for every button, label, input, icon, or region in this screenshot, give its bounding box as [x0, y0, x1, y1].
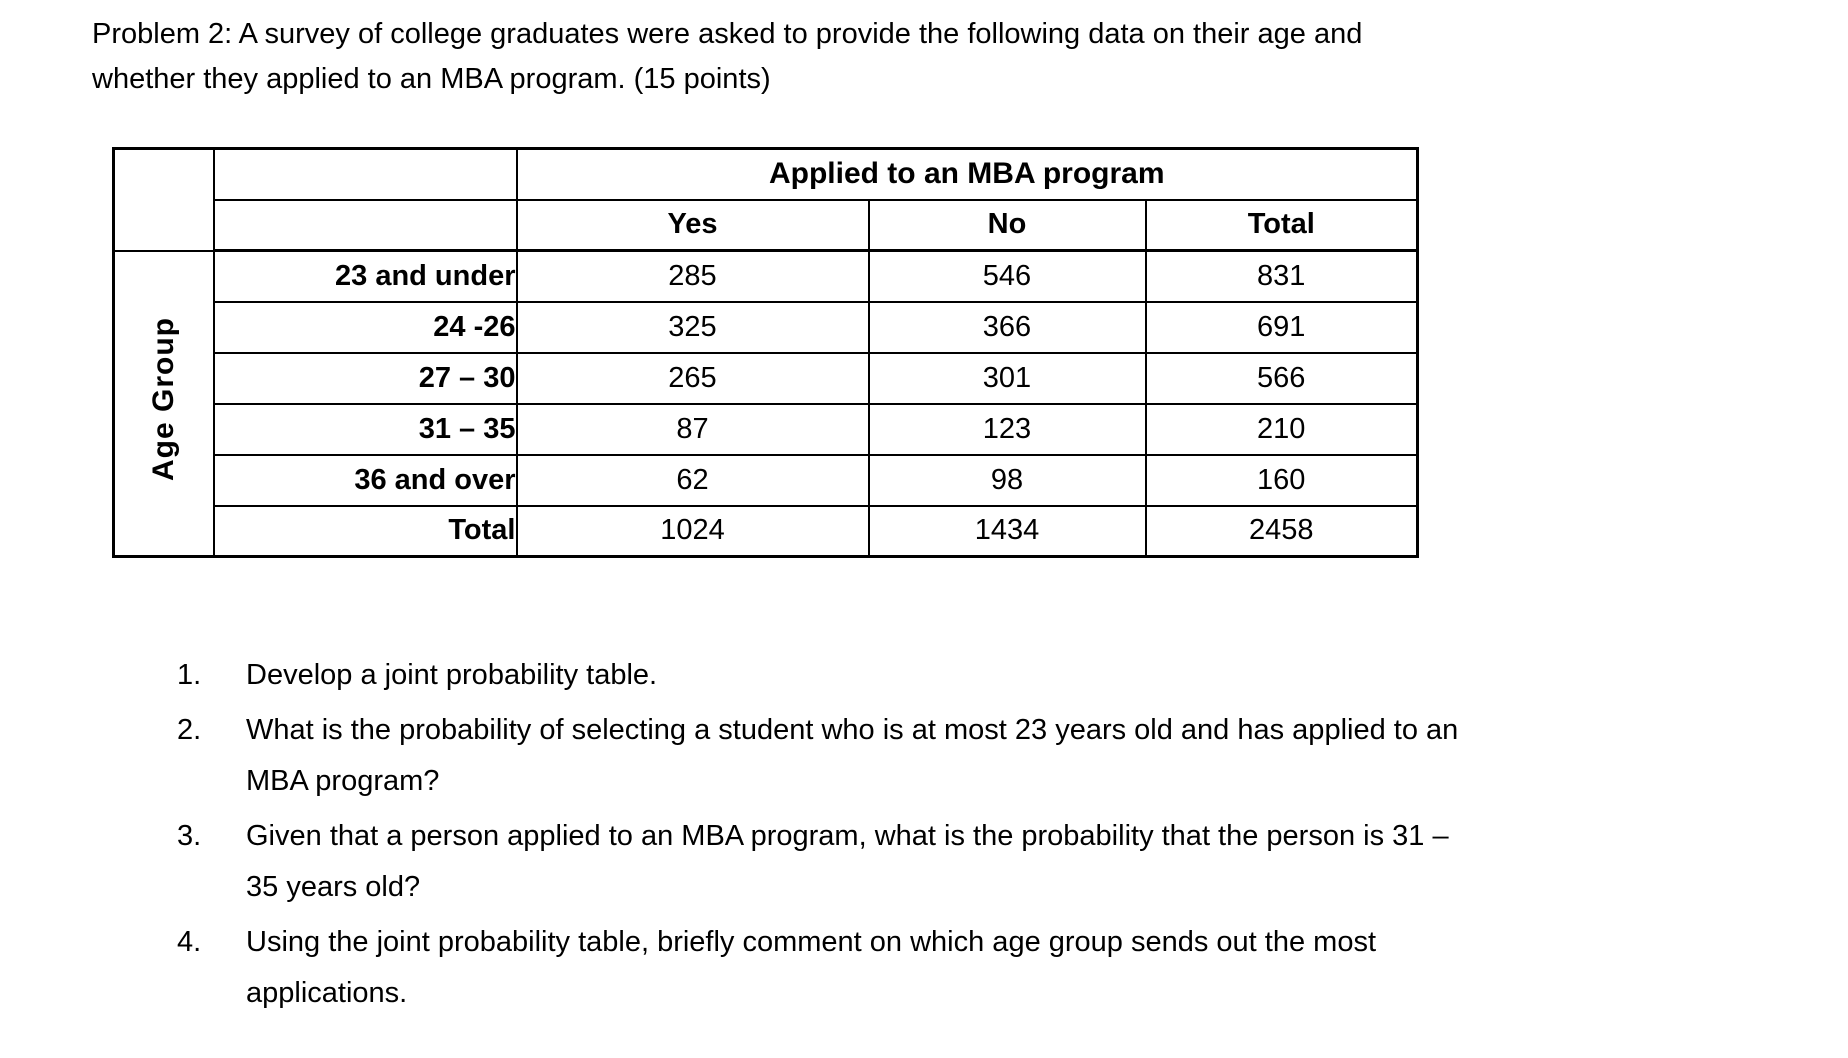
question-number: 1. [177, 659, 202, 691]
table-corner-cell [112, 147, 215, 252]
cell-yes: 285 [515, 249, 870, 303]
row-label: 36 and over [212, 453, 518, 507]
table-row: 36 and over 62 98 160 [114, 453, 1419, 507]
problem-statement-line-2: whether they applied to an MBA program. … [92, 63, 771, 95]
cell-yes: 265 [515, 351, 870, 405]
cell-no: 366 [867, 300, 1147, 354]
question-item-1: 1. Develop a joint probability table. [177, 650, 1597, 701]
column-header-no: No [867, 198, 1147, 252]
cell-yes: 87 [515, 402, 870, 456]
question-item-2: 2. What is the probability of selecting … [177, 705, 1597, 807]
question-text-line: MBA program? [246, 765, 440, 797]
row-label: Total [212, 504, 518, 558]
cell-yes: 325 [515, 300, 870, 354]
cell-no: 98 [867, 453, 1147, 507]
question-text-line: 35 years old? [246, 871, 421, 903]
table-row: 24 -26 325 366 691 [114, 300, 1419, 354]
column-header-total: Total [1144, 198, 1419, 252]
question-item-3: 3. Given that a person applied to an MBA… [177, 811, 1597, 913]
cell-no: 301 [867, 351, 1147, 405]
cell-total: 2458 [1144, 504, 1419, 558]
table-row: 31 – 35 87 123 210 [114, 402, 1419, 456]
question-text-line: Using the joint probability table, brief… [246, 926, 1377, 958]
question-text-line: Given that a person applied to an MBA pr… [246, 820, 1449, 852]
question-number: 4. [177, 926, 202, 958]
cell-no: 1434 [867, 504, 1147, 558]
questions-list: 1. Develop a joint probability table. 2.… [177, 650, 1597, 1023]
problem-statement: Problem 2: A survey of college graduates… [92, 12, 1572, 102]
cell-total: 831 [1144, 249, 1419, 303]
cell-no: 546 [867, 249, 1147, 303]
row-axis-label: Age Group [146, 317, 180, 482]
empty-header-cell-top [212, 147, 518, 201]
question-number: 2. [177, 714, 202, 746]
question-text: What is the probability of selecting a s… [246, 705, 1597, 807]
table-row-total: Total 1024 1434 2458 [114, 504, 1419, 558]
row-axis-label-cell: Age Group [112, 249, 215, 558]
cell-no: 123 [867, 402, 1147, 456]
question-text: Using the joint probability table, brief… [246, 917, 1597, 1019]
question-text-line: What is the probability of selecting a s… [246, 714, 1459, 746]
row-label: 27 – 30 [212, 351, 518, 405]
question-text-line: applications. [246, 977, 408, 1009]
cell-yes: 62 [515, 453, 870, 507]
problem-statement-line-1: Problem 2: A survey of college graduates… [92, 18, 1363, 50]
row-label: 31 – 35 [212, 402, 518, 456]
row-label: 24 -26 [212, 300, 518, 354]
table-header-row-group: Applied to an MBA program [112, 147, 1419, 252]
cell-total: 160 [1144, 453, 1419, 507]
question-item-4: 4. Using the joint probability table, br… [177, 917, 1597, 1019]
column-header-yes: Yes [515, 198, 870, 252]
cell-total: 566 [1144, 351, 1419, 405]
column-group-header: Applied to an MBA program [515, 147, 1419, 201]
table-header-row-columns: Yes No Total [114, 198, 1419, 252]
table-row: 27 – 30 265 301 566 [114, 351, 1419, 405]
question-text: Given that a person applied to an MBA pr… [246, 811, 1597, 913]
cell-total: 210 [1144, 402, 1419, 456]
mba-survey-table: Applied to an MBA program Yes No Total A… [112, 147, 1419, 558]
row-label: 23 and under [212, 249, 518, 303]
cell-total: 691 [1144, 300, 1419, 354]
question-number: 3. [177, 820, 202, 852]
empty-header-cell-bottom [212, 198, 518, 252]
table-row: Age Group 23 and under 285 546 831 [112, 249, 1419, 558]
cell-yes: 1024 [515, 504, 870, 558]
question-text: Develop a joint probability table. [246, 650, 1597, 701]
question-text-line: Develop a joint probability table. [246, 659, 658, 691]
